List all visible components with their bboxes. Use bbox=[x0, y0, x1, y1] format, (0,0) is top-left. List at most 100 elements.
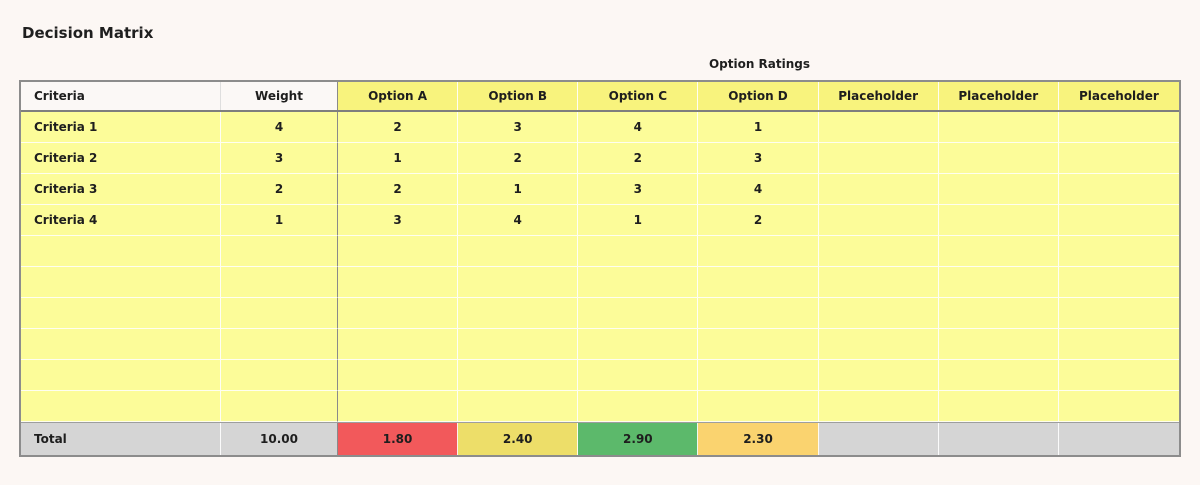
criteria-label-cell[interactable]: Criteria 3 bbox=[21, 174, 221, 205]
total-placeholder-cell bbox=[818, 423, 939, 455]
empty-cell[interactable] bbox=[818, 329, 939, 360]
rating-cell[interactable]: 1 bbox=[578, 205, 699, 236]
empty-cell[interactable] bbox=[1058, 267, 1179, 298]
empty-cell[interactable] bbox=[698, 236, 819, 267]
empty-cell[interactable] bbox=[698, 329, 819, 360]
empty-cell[interactable] bbox=[938, 236, 1059, 267]
placeholder-cell[interactable] bbox=[938, 112, 1059, 143]
placeholder-cell[interactable] bbox=[938, 205, 1059, 236]
total-score-option-d: 2.30 bbox=[698, 423, 819, 455]
empty-cell[interactable] bbox=[21, 298, 221, 329]
empty-cell[interactable] bbox=[578, 360, 699, 391]
empty-cell[interactable] bbox=[21, 236, 221, 267]
empty-cell[interactable] bbox=[221, 267, 338, 298]
weight-cell[interactable]: 2 bbox=[221, 174, 338, 205]
empty-cell[interactable] bbox=[338, 298, 459, 329]
empty-cell[interactable] bbox=[818, 391, 939, 422]
placeholder-cell[interactable] bbox=[818, 205, 939, 236]
criteria-label-cell[interactable]: Criteria 2 bbox=[21, 143, 221, 174]
placeholder-cell[interactable] bbox=[938, 143, 1059, 174]
table-row: Criteria 4 1 3 4 1 2 bbox=[21, 205, 1179, 236]
empty-cell[interactable] bbox=[698, 267, 819, 298]
criteria-label-cell[interactable]: Criteria 4 bbox=[21, 205, 221, 236]
empty-cell[interactable] bbox=[818, 236, 939, 267]
empty-cell[interactable] bbox=[1058, 391, 1179, 422]
rating-cell[interactable]: 2 bbox=[338, 174, 459, 205]
rating-cell[interactable]: 1 bbox=[338, 143, 459, 174]
empty-cell[interactable] bbox=[338, 360, 459, 391]
empty-cell[interactable] bbox=[578, 298, 699, 329]
rating-cell[interactable]: 4 bbox=[698, 174, 819, 205]
empty-cell[interactable] bbox=[221, 298, 338, 329]
rating-cell[interactable]: 1 bbox=[698, 112, 819, 143]
placeholder-cell[interactable] bbox=[938, 174, 1059, 205]
table-row: Criteria 2 3 1 2 2 3 bbox=[21, 143, 1179, 174]
table-row: Criteria 1 4 2 3 4 1 bbox=[21, 112, 1179, 143]
rating-cell[interactable]: 3 bbox=[578, 174, 699, 205]
rating-cell[interactable]: 2 bbox=[698, 205, 819, 236]
empty-cell[interactable] bbox=[458, 360, 579, 391]
empty-cell[interactable] bbox=[458, 298, 579, 329]
empty-cell[interactable] bbox=[818, 267, 939, 298]
empty-cell[interactable] bbox=[1058, 360, 1179, 391]
empty-cell[interactable] bbox=[698, 298, 819, 329]
empty-cell[interactable] bbox=[338, 236, 459, 267]
empty-cell[interactable] bbox=[818, 298, 939, 329]
rating-cell[interactable]: 4 bbox=[578, 112, 699, 143]
placeholder-cell[interactable] bbox=[1058, 143, 1179, 174]
placeholder-cell[interactable] bbox=[818, 112, 939, 143]
weight-cell[interactable]: 3 bbox=[221, 143, 338, 174]
rating-cell[interactable]: 4 bbox=[458, 205, 579, 236]
placeholder-cell[interactable] bbox=[1058, 205, 1179, 236]
empty-cell[interactable] bbox=[21, 360, 221, 391]
empty-cell[interactable] bbox=[818, 360, 939, 391]
rating-cell[interactable]: 2 bbox=[338, 112, 459, 143]
placeholder-cell[interactable] bbox=[1058, 112, 1179, 143]
rating-cell[interactable]: 3 bbox=[458, 112, 579, 143]
empty-cell[interactable] bbox=[458, 267, 579, 298]
empty-cell[interactable] bbox=[938, 391, 1059, 422]
rating-cell[interactable]: 3 bbox=[338, 205, 459, 236]
total-row: Total 10.00 1.80 2.40 2.90 2.30 bbox=[21, 422, 1179, 455]
empty-cell[interactable] bbox=[938, 267, 1059, 298]
empty-cell[interactable] bbox=[458, 391, 579, 422]
empty-cell[interactable] bbox=[338, 267, 459, 298]
empty-cell[interactable] bbox=[338, 329, 459, 360]
empty-cell[interactable] bbox=[21, 329, 221, 360]
empty-cell[interactable] bbox=[938, 298, 1059, 329]
empty-cell[interactable] bbox=[938, 360, 1059, 391]
empty-cell[interactable] bbox=[21, 267, 221, 298]
empty-cell[interactable] bbox=[458, 329, 579, 360]
empty-cell[interactable] bbox=[21, 391, 221, 422]
rating-cell[interactable]: 1 bbox=[458, 174, 579, 205]
empty-cell[interactable] bbox=[578, 236, 699, 267]
empty-cell[interactable] bbox=[458, 236, 579, 267]
empty-cell[interactable] bbox=[578, 267, 699, 298]
empty-cell[interactable] bbox=[578, 391, 699, 422]
empty-cell[interactable] bbox=[221, 391, 338, 422]
header-row: Criteria Weight Option A Option B Option… bbox=[21, 82, 1179, 112]
empty-cell[interactable] bbox=[1058, 236, 1179, 267]
header-placeholder-3: Placeholder bbox=[1058, 82, 1179, 110]
placeholder-cell[interactable] bbox=[818, 174, 939, 205]
empty-cell[interactable] bbox=[938, 329, 1059, 360]
empty-cell[interactable] bbox=[1058, 329, 1179, 360]
empty-cell[interactable] bbox=[221, 236, 338, 267]
empty-cell[interactable] bbox=[698, 391, 819, 422]
placeholder-cell[interactable] bbox=[818, 143, 939, 174]
criteria-label-cell[interactable]: Criteria 1 bbox=[21, 112, 221, 143]
empty-cell[interactable] bbox=[221, 360, 338, 391]
empty-cell[interactable] bbox=[338, 391, 459, 422]
rating-cell[interactable]: 2 bbox=[458, 143, 579, 174]
empty-row bbox=[21, 329, 1179, 360]
empty-cell[interactable] bbox=[1058, 298, 1179, 329]
empty-cell[interactable] bbox=[578, 329, 699, 360]
empty-cell[interactable] bbox=[221, 329, 338, 360]
rating-cell[interactable]: 3 bbox=[698, 143, 819, 174]
weight-cell[interactable]: 1 bbox=[221, 205, 338, 236]
empty-cell[interactable] bbox=[698, 360, 819, 391]
empty-row bbox=[21, 360, 1179, 391]
rating-cell[interactable]: 2 bbox=[578, 143, 699, 174]
placeholder-cell[interactable] bbox=[1058, 174, 1179, 205]
weight-cell[interactable]: 4 bbox=[221, 112, 338, 143]
